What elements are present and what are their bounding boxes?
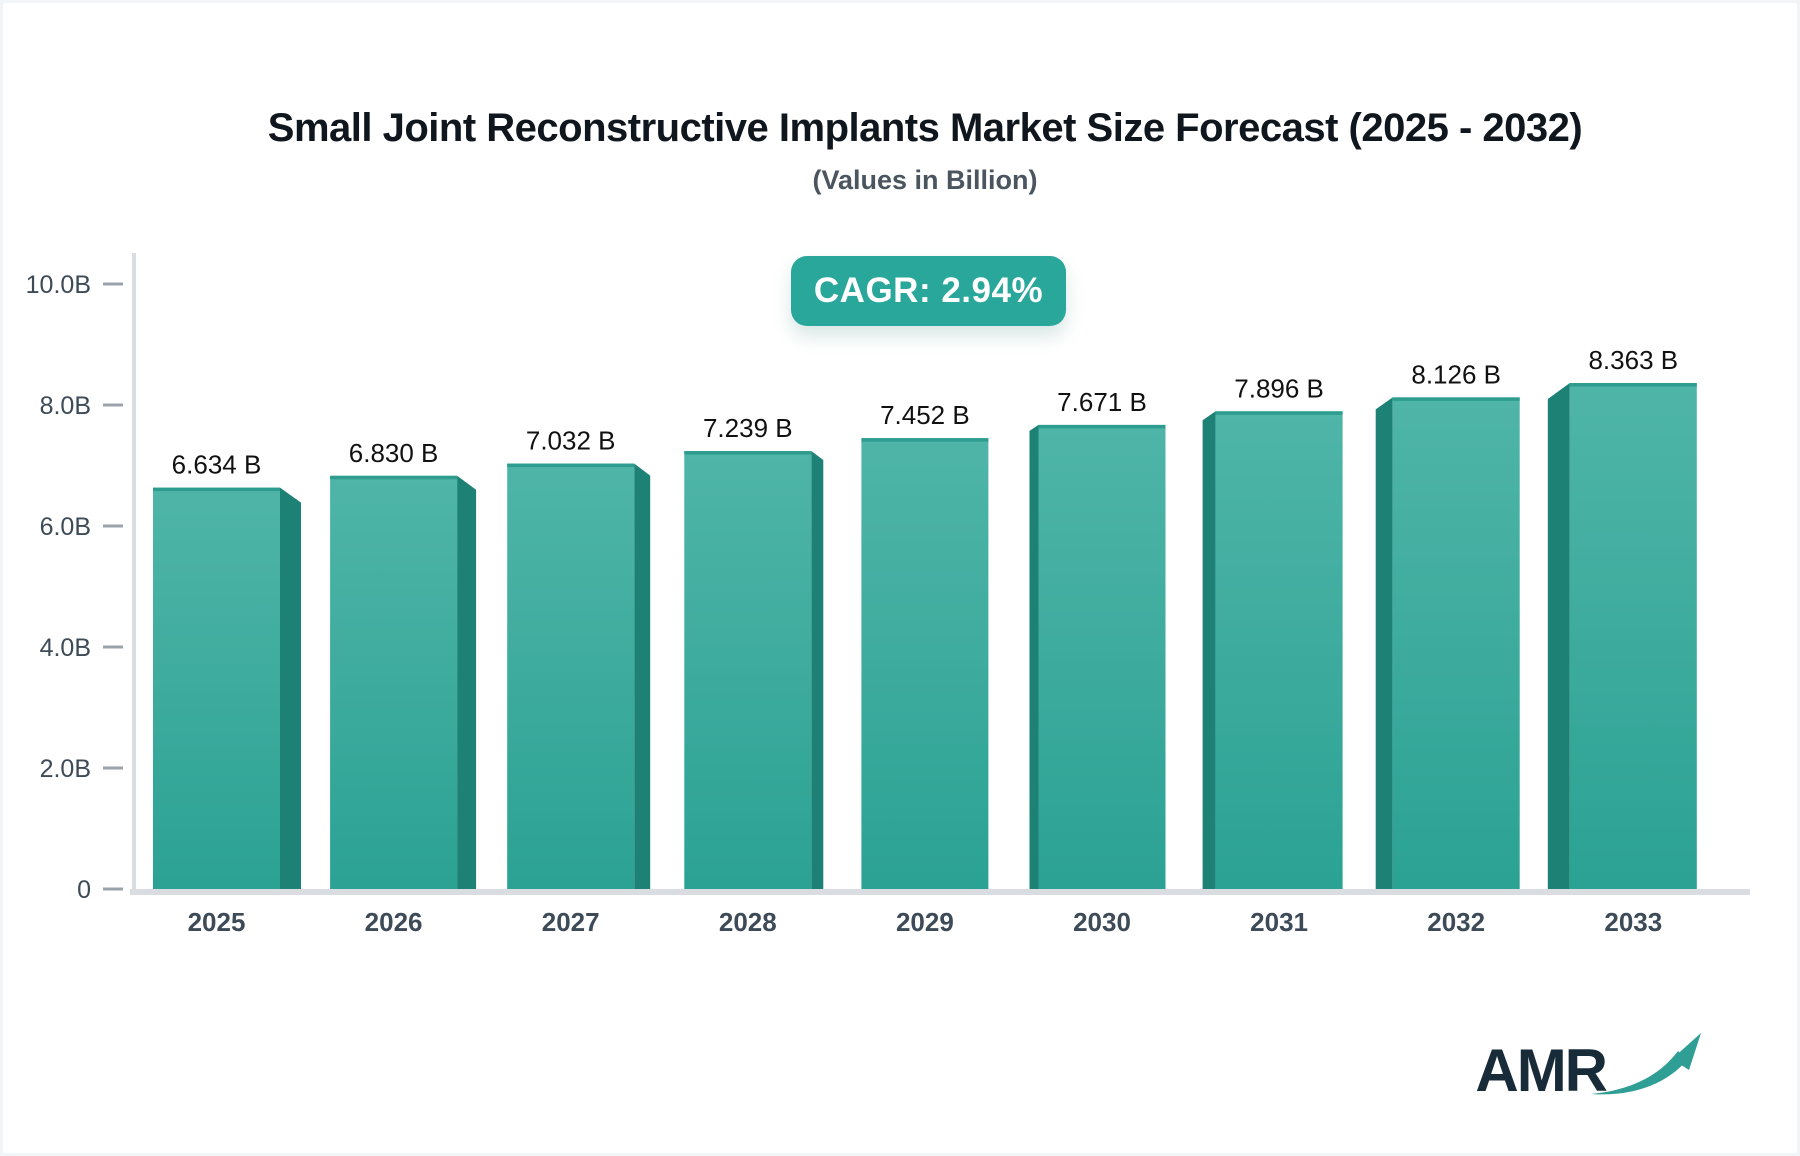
bar-value-label: 7.032 B [526,426,616,456]
bar-top-edge [1215,411,1343,415]
bar-2030: 7.671 B 2030 [1029,387,1166,937]
bar-2033: 8.363 B 2033 [1547,345,1697,937]
bar-value-label: 6.634 B [172,450,262,480]
bar-2025: 6.634 B 2025 [153,450,301,937]
bar-top-edge [1038,424,1166,429]
bar-front-face [330,475,458,889]
bar-side-face [280,487,301,889]
x-axis-label: 2026 [365,907,423,937]
bar-top-edge [861,438,989,442]
x-axis-label: 2032 [1427,907,1485,937]
cagr-badge: CAGR: 2.94% [791,256,1066,326]
bar-top-edge [684,451,812,455]
bar-value-label: 6.830 B [349,438,439,468]
y-tick-label: 4.0B [40,634,91,662]
y-tick-mark [103,887,123,891]
bar-value-label: 8.126 B [1411,359,1501,389]
bar-2027: 7.032 B 2027 [507,426,651,937]
bar-front-face [684,451,812,889]
y-tick-mark [103,524,123,528]
growth-arrow-icon [1591,1033,1701,1095]
bar-front-face [507,463,635,889]
amr-logo-text: AMR [1475,1037,1608,1104]
y-tick-mark [103,766,123,770]
x-axis-label: 2028 [719,907,777,937]
bar-2029: 7.452 B 2029 [861,400,989,937]
bar-value-label: 7.239 B [703,413,793,443]
bar-side-face [1029,424,1039,889]
y-tick-label: 6.0B [40,513,91,541]
y-tick-label: 10.0B [26,271,91,299]
x-axis-label: 2025 [188,907,246,937]
x-axis-label: 2033 [1604,907,1662,937]
bar-value-label: 7.452 B [880,400,970,430]
chart-subtitle: (Values in Billion) [812,165,1038,195]
bar-2028: 7.239 B 2028 [684,413,824,937]
y-tick-label: 2.0B [40,755,91,783]
bar-front-face [1569,383,1697,889]
bar-side-face [1375,397,1393,889]
x-axis-label: 2029 [896,907,954,937]
bar-2032: 8.126 B 2032 [1375,359,1520,937]
y-tick-label: 0 [77,876,91,904]
y-axis-line [132,253,136,895]
bar-top-edge [1392,397,1520,401]
bar-top-edge [507,463,635,468]
bar-chart: 0 2.0B 4.0B 6.0B 8.0B 10.0B 6.634 B 2025 6.830 B… [26,253,1750,937]
bar-value-label: 7.671 B [1057,387,1147,417]
bar-2026: 6.830 B 2026 [330,438,477,937]
x-axis-line [130,889,1750,895]
y-tick-mark [103,282,123,286]
bar-side-face [1547,383,1570,889]
bar-2031: 7.896 B 2031 [1202,373,1343,937]
bar-top-edge [153,487,280,492]
bar-side-face [634,463,651,889]
bar-side-face [811,451,824,889]
y-tick-mark [103,403,123,407]
amr-logo: AMR [1475,1031,1702,1101]
x-axis-label: 2027 [542,907,600,937]
bar-value-label: 8.363 B [1588,345,1678,375]
bar-top-edge [1569,383,1697,387]
bar-front-face [1038,424,1166,889]
cagr-badge-label: CAGR: 2.94% [813,271,1044,310]
y-tick-label: 8.0B [40,392,91,420]
bar-front-face [1392,397,1520,889]
x-axis-label: 2031 [1250,907,1308,937]
bar-side-face [1202,411,1216,889]
bar-side-face [457,475,477,889]
bar-front-face [153,487,280,889]
y-tick-mark [103,645,123,649]
x-axis-label: 2030 [1073,907,1131,937]
bar-top-edge [330,475,458,480]
chart-title: Small Joint Reconstructive Implants Mark… [267,106,1583,150]
bar-value-label: 7.896 B [1234,373,1324,403]
bar-front-face [1215,411,1343,889]
bar-front-face [861,438,989,889]
